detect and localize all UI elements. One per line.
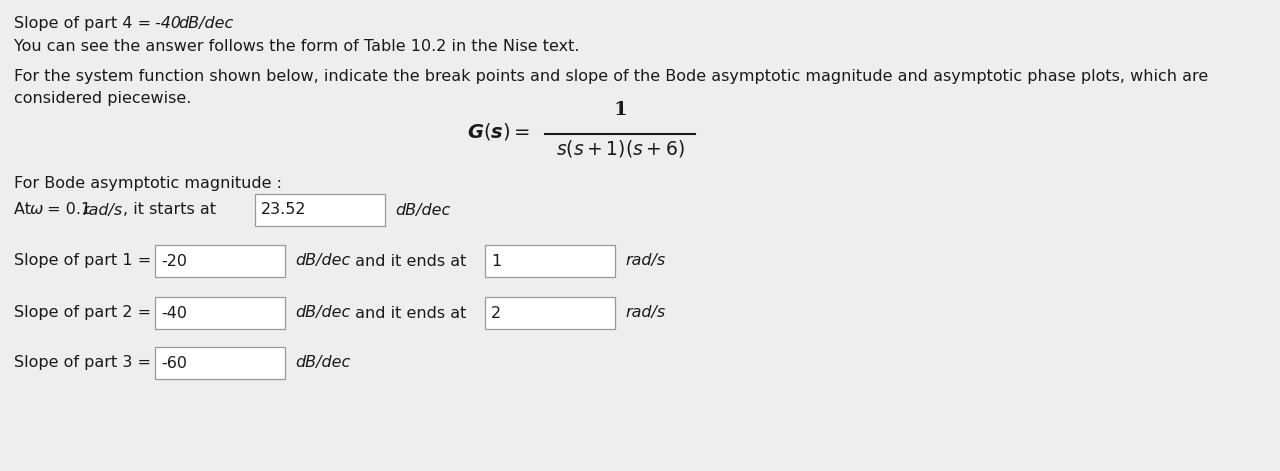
- Text: dB/dec: dB/dec: [294, 306, 351, 320]
- Text: , it starts at: , it starts at: [123, 203, 216, 218]
- Text: Slope of part 2 =: Slope of part 2 =: [14, 306, 151, 320]
- Text: dB/dec: dB/dec: [178, 16, 233, 31]
- Text: $\boldsymbol{G}(\boldsymbol{s})=$: $\boldsymbol{G}(\boldsymbol{s})=$: [467, 121, 530, 141]
- Text: For Bode asymptotic magnitude :: For Bode asymptotic magnitude :: [14, 176, 282, 191]
- Text: rad/s: rad/s: [625, 253, 666, 268]
- Text: $s(s+1)(s+6)$: $s(s+1)(s+6)$: [556, 138, 685, 159]
- Text: Slope of part 4 =: Slope of part 4 =: [14, 16, 151, 31]
- Text: -40: -40: [155, 16, 186, 31]
- FancyBboxPatch shape: [155, 297, 285, 329]
- Text: Slope of part 1 =: Slope of part 1 =: [14, 253, 151, 268]
- Text: 23.52: 23.52: [261, 203, 306, 218]
- Text: 1: 1: [613, 101, 627, 119]
- Text: considered piecewise.: considered piecewise.: [14, 91, 192, 106]
- Text: For the system function shown below, indicate the break points and slope of the : For the system function shown below, ind…: [14, 69, 1208, 84]
- Text: Slope of part 3 =: Slope of part 3 =: [14, 356, 151, 371]
- FancyBboxPatch shape: [485, 245, 614, 277]
- Text: -60: -60: [161, 356, 187, 371]
- FancyBboxPatch shape: [485, 297, 614, 329]
- Text: dB/dec: dB/dec: [396, 203, 451, 218]
- Text: 2: 2: [492, 306, 502, 320]
- Text: and it ends at: and it ends at: [349, 253, 466, 268]
- Text: 1: 1: [492, 253, 502, 268]
- Text: dB/dec: dB/dec: [294, 253, 351, 268]
- Text: ω: ω: [29, 203, 44, 218]
- Text: and it ends at: and it ends at: [349, 306, 466, 320]
- Text: dB/dec: dB/dec: [294, 356, 351, 371]
- Text: At: At: [14, 203, 36, 218]
- Text: = 0.1: = 0.1: [42, 203, 91, 218]
- Text: You can see the answer follows the form of Table 10.2 in the Nise text.: You can see the answer follows the form …: [14, 39, 580, 54]
- Text: -40: -40: [161, 306, 187, 320]
- Text: rad/s: rad/s: [82, 203, 123, 218]
- FancyBboxPatch shape: [255, 194, 385, 226]
- FancyBboxPatch shape: [155, 245, 285, 277]
- Text: -20: -20: [161, 253, 187, 268]
- Text: rad/s: rad/s: [625, 306, 666, 320]
- FancyBboxPatch shape: [155, 347, 285, 379]
